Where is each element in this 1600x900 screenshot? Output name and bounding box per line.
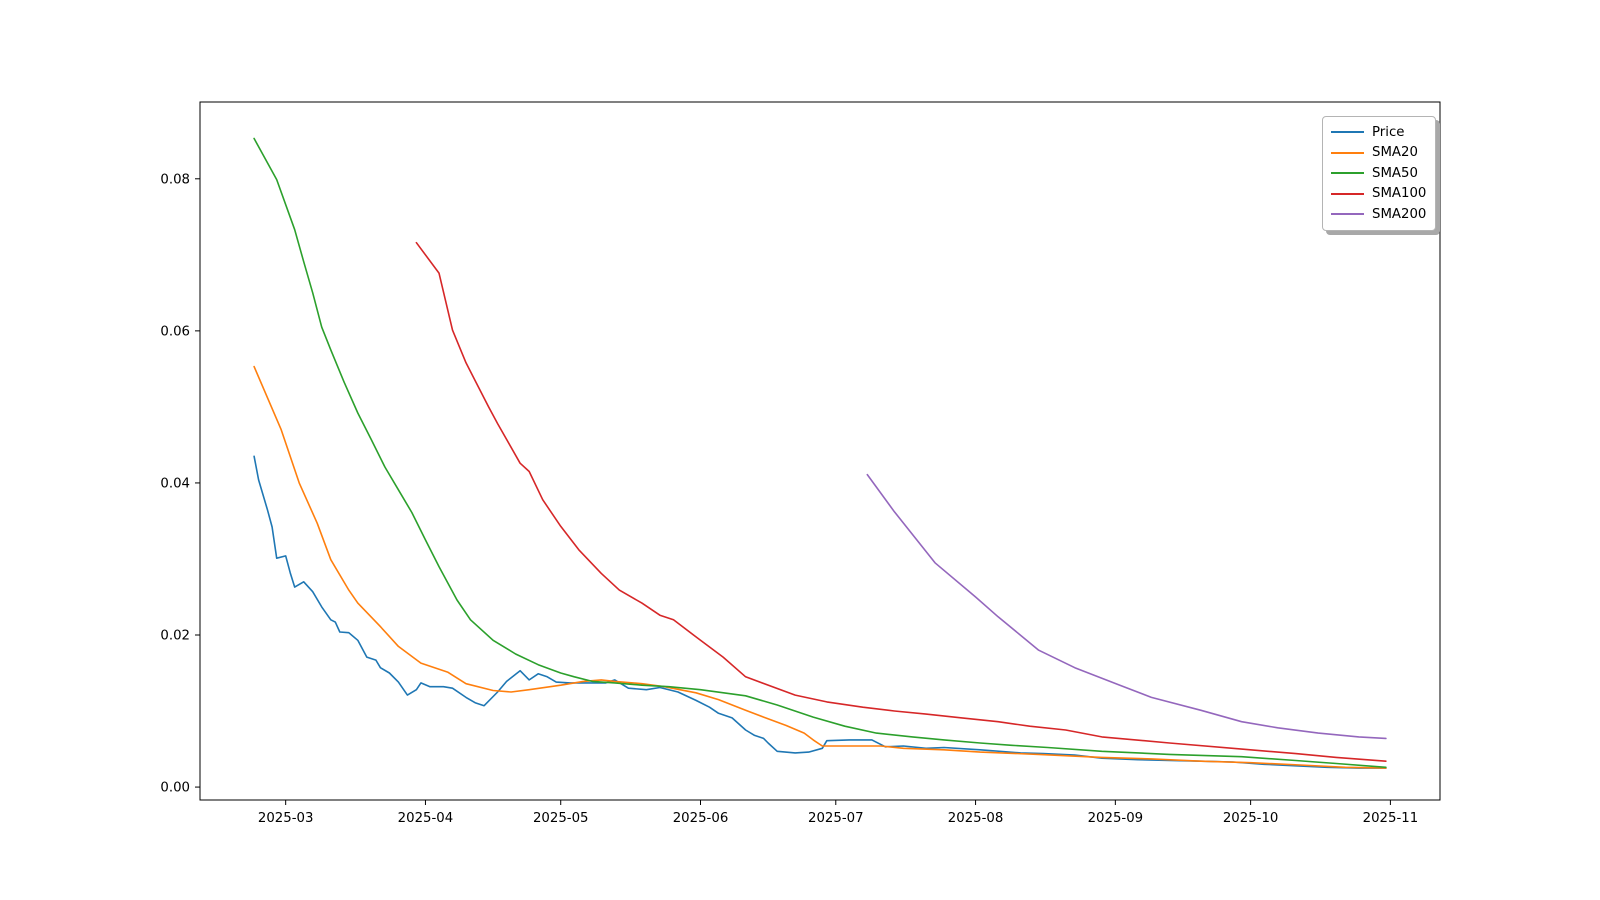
- legend-label-price: Price: [1372, 124, 1405, 140]
- sma200-line-swatch: [1331, 213, 1364, 216]
- series-line-sma20: [253, 365, 1387, 769]
- x-tick-label: 2025-06: [673, 811, 729, 826]
- x-tick-label: 2025-05: [533, 811, 589, 826]
- x-tick-label: 2025-09: [1088, 811, 1144, 826]
- x-tick-label: 2025-08: [948, 811, 1004, 826]
- legend-label-sma50: SMA50: [1372, 165, 1418, 181]
- x-tick-label: 2025-03: [258, 811, 314, 826]
- x-tick-label: 2025-07: [808, 811, 864, 826]
- legend-entry-sma100: SMA100: [1331, 184, 1426, 205]
- legend-label-sma200: SMA200: [1372, 206, 1427, 222]
- sma50-line-swatch: [1331, 172, 1364, 175]
- x-tick-label: 2025-10: [1223, 811, 1279, 826]
- legend-label-sma20: SMA20: [1372, 145, 1418, 161]
- y-tick-label: 0.06: [160, 324, 190, 339]
- y-tick-label: 0.04: [160, 476, 190, 491]
- legend-entry-price: Price: [1331, 122, 1426, 143]
- legend-entry-sma20: SMA20: [1331, 143, 1426, 164]
- legend-entry-sma200: SMA200: [1331, 204, 1426, 225]
- x-tick-label: 2025-11: [1363, 811, 1419, 826]
- y-tick-label: 0.08: [160, 172, 190, 187]
- series-line-sma50: [253, 137, 1387, 769]
- axes-spines: [199, 101, 1441, 801]
- series-line-sma100: [415, 241, 1387, 763]
- y-tick-label: 0.02: [160, 629, 190, 644]
- x-tick-label: 2025-04: [398, 811, 454, 826]
- legend: Price SMA20 SMA50 SMA100 SMA200: [1322, 116, 1437, 231]
- sma20-line-swatch: [1331, 151, 1364, 154]
- price-line-swatch: [1331, 131, 1364, 134]
- legend-entry-sma50: SMA50: [1331, 163, 1426, 184]
- series-line-sma200: [866, 473, 1387, 740]
- legend-label-sma100: SMA100: [1372, 186, 1427, 202]
- y-tick-label: 0.00: [160, 781, 190, 796]
- series-line-price: [253, 455, 1387, 769]
- sma100-line-swatch: [1331, 192, 1364, 195]
